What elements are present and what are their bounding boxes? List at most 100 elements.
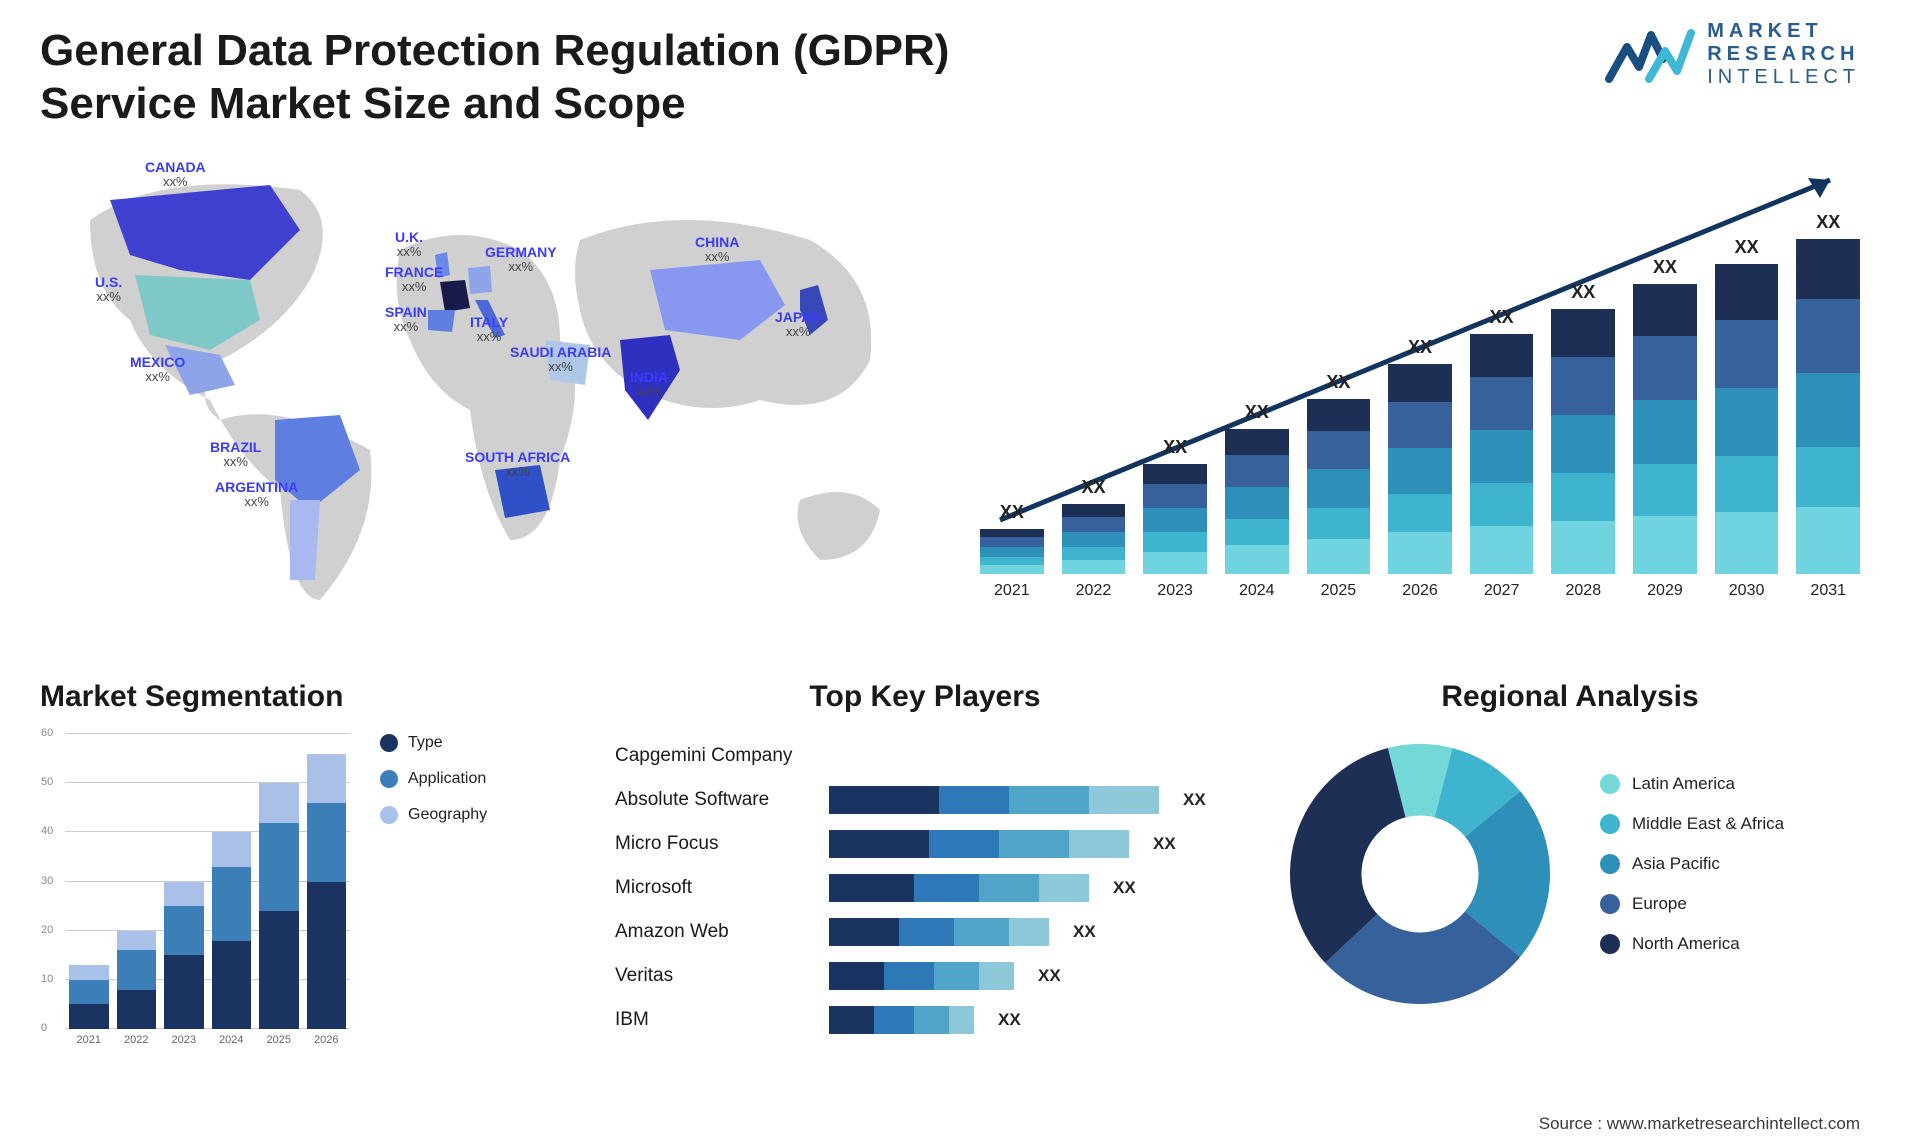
map-label-saudi-arabia: SAUDI ARABIAxx% bbox=[510, 345, 611, 375]
key-player-row: Absolute SoftwareXX bbox=[615, 778, 1235, 822]
logo-text: MARKET RESEARCH INTELLECT bbox=[1707, 20, 1860, 89]
forecast-bar-value: XX bbox=[1653, 257, 1677, 278]
forecast-bar-value: XX bbox=[1163, 437, 1187, 458]
regional-legend: Latin AmericaMiddle East & AfricaAsia Pa… bbox=[1600, 774, 1784, 974]
forecast-xlabel: 2031 bbox=[1810, 582, 1846, 600]
forecast-xlabel: 2024 bbox=[1239, 582, 1275, 600]
map-label-japan: JAPANxx% bbox=[775, 310, 821, 340]
forecast-bar-2026: XX 2026 bbox=[1388, 337, 1452, 600]
forecast-xlabel: 2030 bbox=[1729, 582, 1765, 600]
forecast-xlabel: 2029 bbox=[1647, 582, 1683, 600]
forecast-bar-2029: XX 2029 bbox=[1633, 257, 1697, 600]
forecast-bar-2023: XX 2023 bbox=[1143, 437, 1207, 600]
forecast-xlabel: 2023 bbox=[1157, 582, 1193, 600]
key-player-name: Micro Focus bbox=[615, 833, 815, 855]
key-player-bar bbox=[829, 786, 1159, 814]
regional-legend-item: North America bbox=[1600, 934, 1784, 954]
segmentation-bar-2023 bbox=[164, 882, 204, 1029]
logo-mark-icon bbox=[1605, 23, 1695, 87]
forecast-xlabel: 2022 bbox=[1076, 582, 1112, 600]
key-player-value: XX bbox=[1183, 790, 1206, 810]
forecast-xlabel: 2027 bbox=[1484, 582, 1520, 600]
forecast-bar-value: XX bbox=[1326, 372, 1350, 393]
map-label-u-s-: U.S.xx% bbox=[95, 275, 122, 305]
key-player-name: Amazon Web bbox=[615, 921, 815, 943]
map-label-india: INDIAxx% bbox=[630, 370, 668, 400]
segmentation-bar-2025 bbox=[259, 783, 299, 1029]
key-player-bar bbox=[829, 1006, 974, 1034]
regional-analysis-section: Regional Analysis Latin AmericaMiddle Ea… bbox=[1280, 680, 1860, 1080]
key-player-value: XX bbox=[998, 1010, 1021, 1030]
segmentation-legend: Type Application Geography bbox=[380, 734, 487, 1054]
segmentation-section: Market Segmentation 0102030405060 202120… bbox=[40, 680, 580, 1080]
map-label-argentina: ARGENTINAxx% bbox=[215, 480, 298, 510]
map-label-france: FRANCExx% bbox=[385, 265, 443, 295]
map-label-italy: ITALYxx% bbox=[470, 315, 508, 345]
forecast-xlabel: 2028 bbox=[1566, 582, 1602, 600]
map-label-canada: CANADAxx% bbox=[145, 160, 206, 190]
key-player-value: XX bbox=[1153, 834, 1176, 854]
segmentation-bar-2026 bbox=[307, 754, 347, 1029]
segmentation-legend-item: Application bbox=[380, 770, 487, 788]
map-label-south-africa: SOUTH AFRICAxx% bbox=[465, 450, 570, 480]
key-players-title: Top Key Players bbox=[615, 680, 1235, 714]
segmentation-legend-item: Geography bbox=[380, 806, 487, 824]
forecast-bar-2028: XX 2028 bbox=[1551, 282, 1615, 600]
key-player-row: Capgemini Company bbox=[615, 734, 1235, 778]
key-player-name: Capgemini Company bbox=[615, 745, 815, 767]
segmentation-legend-item: Type bbox=[380, 734, 487, 752]
key-player-name: Veritas bbox=[615, 965, 815, 987]
forecast-xlabel: 2025 bbox=[1321, 582, 1357, 600]
segmentation-bar-2024 bbox=[212, 832, 252, 1029]
key-player-value: XX bbox=[1073, 922, 1096, 942]
forecast-bar-2022: XX 2022 bbox=[1062, 477, 1126, 600]
forecast-xlabel: 2021 bbox=[994, 582, 1030, 600]
regional-legend-item: Asia Pacific bbox=[1600, 854, 1784, 874]
forecast-bar-value: XX bbox=[1490, 307, 1514, 328]
segmentation-bar-2021 bbox=[69, 965, 109, 1029]
regional-legend-item: Middle East & Africa bbox=[1600, 814, 1784, 834]
forecast-bar-2025: XX 2025 bbox=[1307, 372, 1371, 600]
forecast-bar-value: XX bbox=[1571, 282, 1595, 303]
key-player-name: IBM bbox=[615, 1009, 815, 1031]
forecast-bar-value: XX bbox=[1735, 237, 1759, 258]
map-region-spain bbox=[428, 310, 455, 332]
key-player-bar bbox=[829, 962, 1014, 990]
forecast-bar-2021: XX 2021 bbox=[980, 502, 1044, 600]
world-map-svg bbox=[40, 160, 910, 630]
key-player-value: XX bbox=[1038, 966, 1061, 986]
segmentation-title: Market Segmentation bbox=[40, 680, 580, 714]
forecast-bar-value: XX bbox=[1816, 212, 1840, 233]
brand-logo: MARKET RESEARCH INTELLECT bbox=[1605, 20, 1860, 89]
key-player-bar bbox=[829, 918, 1049, 946]
forecast-xlabel: 2026 bbox=[1402, 582, 1438, 600]
forecast-bar-value: XX bbox=[1081, 477, 1105, 498]
regional-donut-chart bbox=[1280, 734, 1560, 1014]
forecast-bar-2030: XX 2030 bbox=[1715, 237, 1779, 600]
regional-analysis-title: Regional Analysis bbox=[1280, 680, 1860, 714]
forecast-bar-value: XX bbox=[1000, 502, 1024, 523]
map-label-u-k-: U.K.xx% bbox=[395, 230, 423, 260]
key-player-bar bbox=[829, 874, 1089, 902]
map-label-china: CHINAxx% bbox=[695, 235, 739, 265]
map-label-spain: SPAINxx% bbox=[385, 305, 427, 335]
key-player-bar bbox=[829, 830, 1129, 858]
key-player-row: IBM XX bbox=[615, 998, 1235, 1042]
key-players-section: Top Key Players Capgemini Company Absolut… bbox=[615, 680, 1235, 1080]
map-label-mexico: MEXICOxx% bbox=[130, 355, 185, 385]
map-label-brazil: BRAZILxx% bbox=[210, 440, 261, 470]
forecast-bar-value: XX bbox=[1245, 402, 1269, 423]
regional-legend-item: Europe bbox=[1600, 894, 1784, 914]
key-player-row: Veritas XX bbox=[615, 954, 1235, 998]
page-title: General Data Protection Regulation (GDPR… bbox=[40, 25, 1040, 131]
key-player-row: MicrosoftXX bbox=[615, 866, 1235, 910]
map-label-germany: GERMANYxx% bbox=[485, 245, 557, 275]
source-attribution: Source : www.marketresearchintellect.com bbox=[1539, 1114, 1860, 1134]
forecast-bar-2027: XX 2027 bbox=[1470, 307, 1534, 600]
forecast-bar-value: XX bbox=[1408, 337, 1432, 358]
world-map: CANADAxx% U.S.xx% MEXICOxx% BRAZILxx% ARGENT… bbox=[40, 160, 910, 630]
segmentation-bar-2022 bbox=[117, 931, 157, 1029]
key-player-row: Amazon Web XX bbox=[615, 910, 1235, 954]
forecast-bar-2031: XX 2031 bbox=[1796, 212, 1860, 600]
forecast-bar-2024: XX 2024 bbox=[1225, 402, 1289, 600]
